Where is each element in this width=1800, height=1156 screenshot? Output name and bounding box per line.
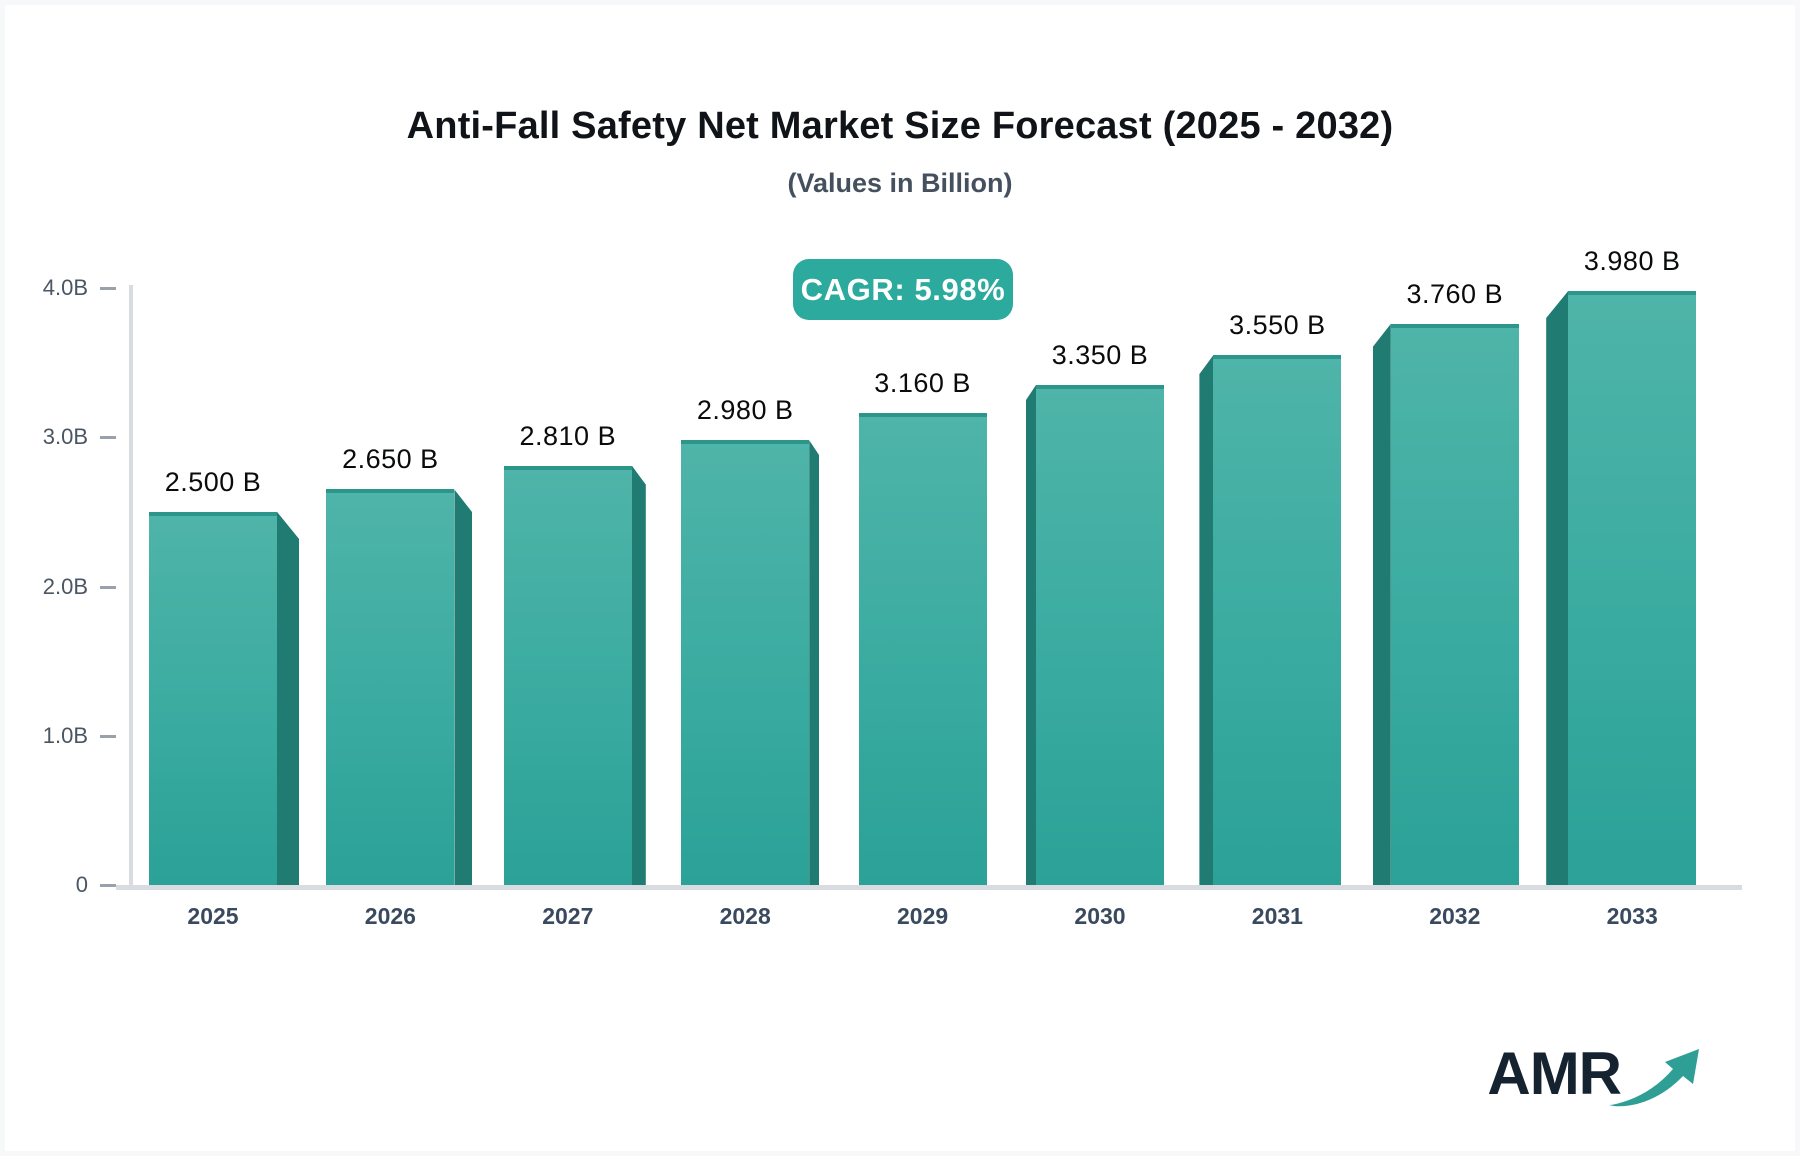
bar-value-label: 3.550 B: [1229, 310, 1326, 341]
y-tick-dash: [100, 585, 116, 589]
x-axis-year-label: 2025: [187, 903, 239, 929]
bar-2029[interactable]: [858, 413, 987, 885]
bar-value-label: 2.810 B: [519, 420, 617, 451]
y-tick-label: 2.0B: [42, 573, 88, 599]
bar-side-face: [454, 489, 473, 885]
bar-value-label: 3.980 B: [1583, 245, 1681, 276]
bar-side-face: [1026, 385, 1036, 885]
bar-value-label: 2.500 B: [164, 466, 262, 497]
x-axis-baseline: [116, 885, 1742, 890]
bar-side-face: [809, 440, 820, 885]
bar-2033[interactable]: [1568, 290, 1697, 885]
amr-logo: AMR: [1487, 1043, 1707, 1113]
cagr-badge-label: CAGR: 5.98%: [800, 271, 1006, 307]
bar-side-face: [1199, 355, 1214, 885]
growth-arrow-icon: [1609, 1049, 1699, 1107]
chart-card: Anti-Fall Safety Net Market Size Forecas…: [5, 5, 1795, 1151]
x-axis-year-label: 2029: [897, 903, 949, 929]
bar-2031[interactable]: [1213, 355, 1342, 885]
x-axis-year-label: 2030: [1074, 903, 1126, 929]
bar-value-label: 3.160 B: [874, 368, 971, 399]
x-axis-year-label: 2026: [364, 903, 416, 929]
x-axis-year-label: 2027: [542, 903, 594, 929]
x-axis-year-label: 2031: [1251, 903, 1303, 929]
bar-side-face: [1546, 290, 1569, 885]
bar-2025[interactable]: [149, 511, 277, 885]
bar-value-label: 3.760 B: [1406, 278, 1504, 309]
cagr-badge: CAGR: 5.98%: [793, 259, 1013, 320]
bar-2030[interactable]: [1036, 385, 1164, 885]
bar-side-face: [277, 511, 299, 885]
y-tick-dash: [100, 287, 116, 290]
chart-subtitle: (Values in Billion): [787, 168, 1013, 198]
y-tick-label: 3.0B: [42, 424, 88, 450]
y-axis-line: [129, 285, 133, 888]
bar-2026[interactable]: [326, 489, 455, 885]
y-tick-label: 0: [75, 872, 88, 897]
y-tick-label: 1.0B: [42, 722, 88, 748]
y-tick-dash: [100, 734, 116, 738]
bar-side-face: [1372, 323, 1391, 885]
bar-value-label: 2.650 B: [342, 444, 439, 475]
x-axis-year-label: 2028: [719, 903, 771, 929]
bar-value-label: 2.980 B: [696, 395, 794, 426]
bar-value-label: 3.350 B: [1051, 340, 1149, 370]
bar-2028[interactable]: [681, 440, 810, 885]
bar-side-face: [631, 465, 646, 885]
y-tick-label: 4.0B: [42, 275, 88, 300]
bar-2032[interactable]: [1390, 323, 1519, 885]
x-axis-year-label: 2033: [1606, 903, 1658, 929]
bar-2027[interactable]: [503, 465, 632, 885]
x-axis-year-label: 2032: [1429, 903, 1481, 929]
amr-logo-text: AMR: [1487, 1040, 1622, 1107]
chart-title: Anti-Fall Safety Net Market Size Forecas…: [406, 105, 1394, 147]
y-tick-dash: [100, 884, 116, 887]
y-tick-dash: [100, 436, 116, 440]
